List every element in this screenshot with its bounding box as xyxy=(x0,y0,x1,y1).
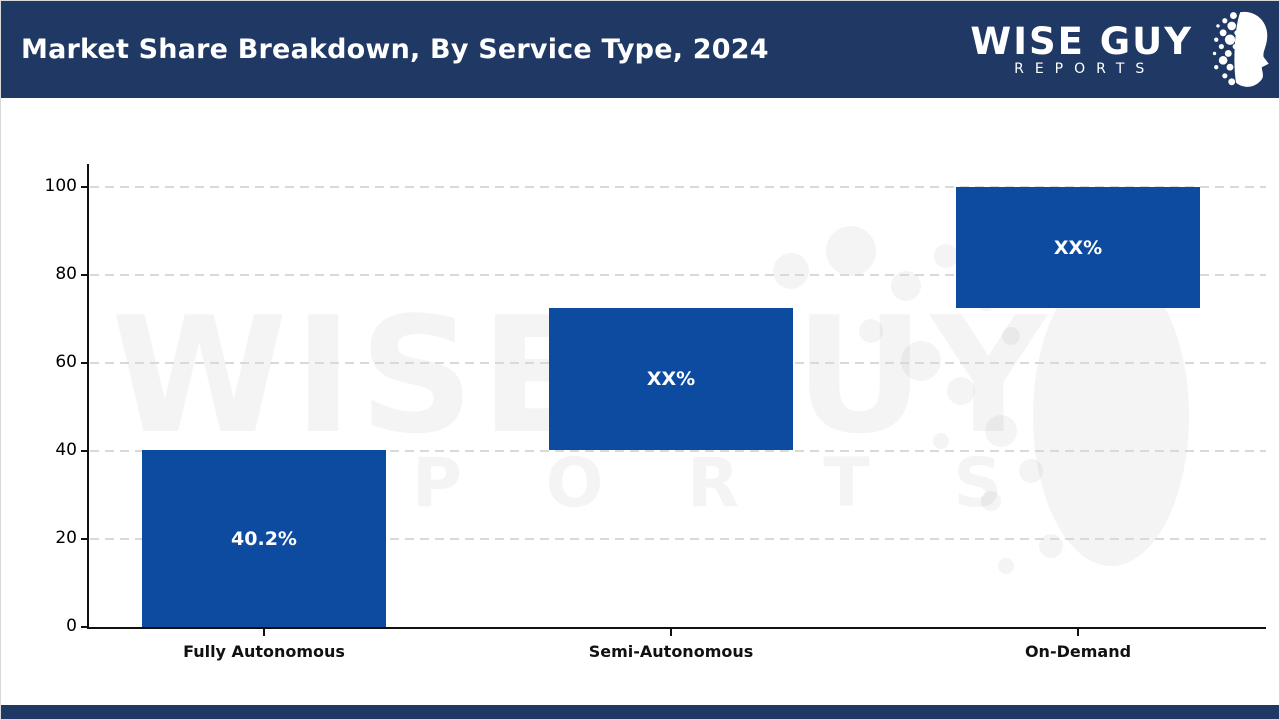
x-category-label-1: Semi-Autonomous xyxy=(588,642,754,661)
y-tick-mark-100 xyxy=(81,186,89,188)
y-axis-line xyxy=(87,164,89,629)
x-category-label-0: Fully Autonomous xyxy=(183,642,345,661)
bar-semi-autonomous: XX% xyxy=(549,308,793,450)
gridline-80 xyxy=(90,274,1266,276)
x-tick-mark-1 xyxy=(670,629,672,636)
y-tick-label-40: 40 xyxy=(55,440,77,460)
chart-title: Market Share Breakdown, By Service Type,… xyxy=(21,34,769,65)
y-tick-mark-40 xyxy=(81,450,89,452)
x-category-label-2: On-Demand xyxy=(1024,642,1132,661)
y-tick-mark-80 xyxy=(81,274,89,276)
bar-value-label: 40.2% xyxy=(231,527,297,550)
logo-face-icon xyxy=(1212,11,1269,87)
y-tick-label-60: 60 xyxy=(55,352,77,372)
y-tick-mark-0 xyxy=(81,626,89,628)
x-tick-mark-0 xyxy=(263,629,265,636)
x-axis-line xyxy=(87,627,1266,629)
logo-wordmark: WISE GUY REPORTS xyxy=(970,19,1193,77)
logo-wordmark-line1: WISE GUY xyxy=(970,19,1193,63)
header-bar: Market Share Breakdown, By Service Type,… xyxy=(1,1,1279,98)
bar-value-label: XX% xyxy=(646,368,696,390)
gridline-100 xyxy=(90,186,1266,188)
wiseguy-logo: WISE GUY REPORTS xyxy=(970,5,1273,95)
y-tick-label-80: 80 xyxy=(55,264,77,284)
y-tick-label-0: 0 xyxy=(66,616,77,636)
x-tick-mark-2 xyxy=(1077,629,1079,636)
gridline-20 xyxy=(90,538,1266,540)
bar-fully-autonomous: 40.2% xyxy=(142,450,386,627)
y-tick-mark-60 xyxy=(81,362,89,364)
bar-on-demand: XX% xyxy=(956,187,1200,308)
y-tick-label-100: 100 xyxy=(44,176,77,196)
logo-wordmark-line2: REPORTS xyxy=(1014,60,1156,77)
bar-value-label: XX% xyxy=(1053,236,1103,259)
gridline-40 xyxy=(90,450,1266,452)
y-tick-label-20: 20 xyxy=(55,528,77,548)
footer-bar xyxy=(1,705,1279,719)
y-tick-mark-20 xyxy=(81,538,89,540)
